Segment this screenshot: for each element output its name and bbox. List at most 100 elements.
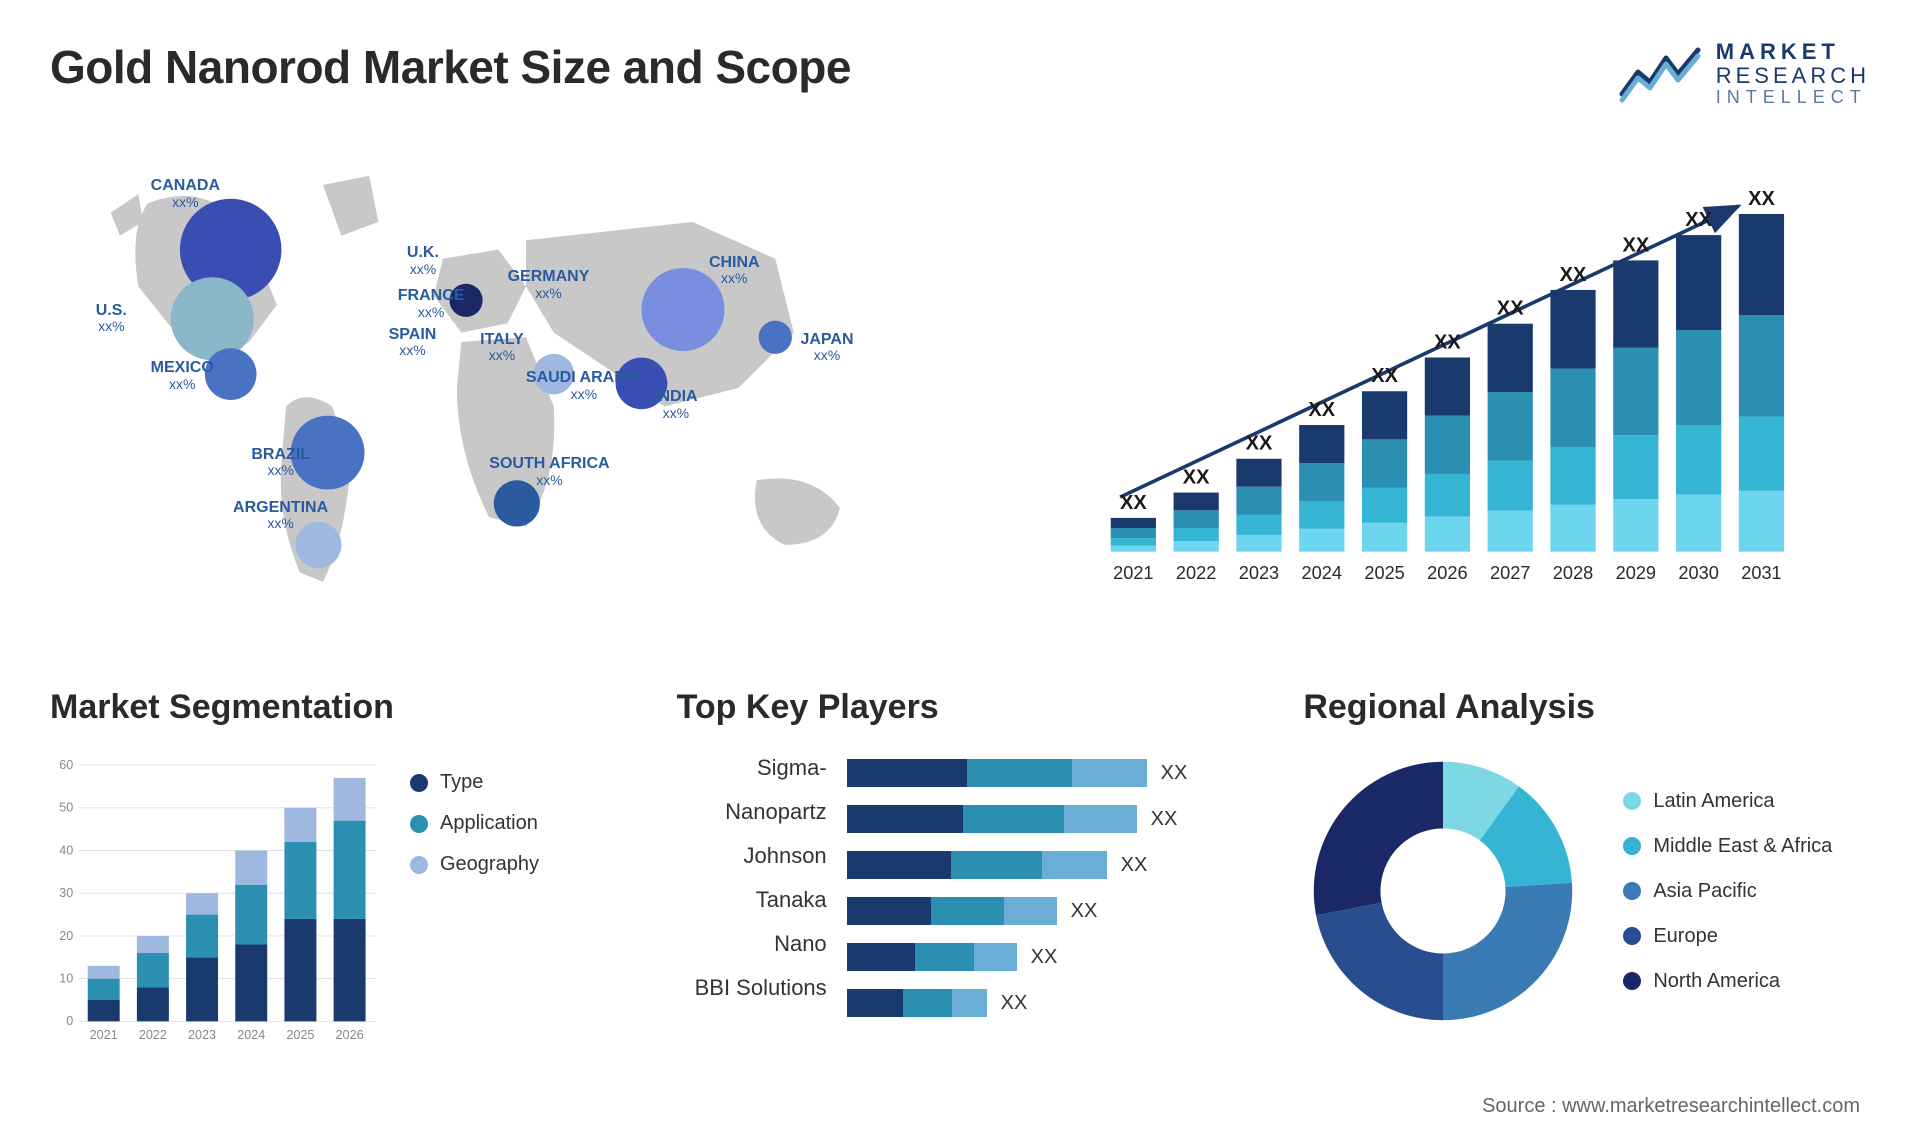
growth-bar-label: XX	[1685, 209, 1712, 231]
growth-bar-seg	[1551, 447, 1596, 505]
player-bar-row: XX	[847, 759, 1244, 787]
seg-ytick: 20	[59, 929, 73, 943]
map-label-brazil: BRAZILxx%	[251, 446, 310, 479]
segmentation-chart: 0102030405060202120222023202420252026	[50, 751, 380, 1051]
map-label-spain: SPAINxx%	[389, 326, 437, 359]
growth-bar-label: XX	[1371, 365, 1398, 387]
growth-bar-seg	[1425, 416, 1470, 474]
player-bar-row: XX	[847, 989, 1244, 1017]
growth-bar-seg	[1739, 491, 1784, 552]
map-region-usa	[171, 277, 254, 360]
logo-icon	[1618, 44, 1704, 104]
player-bar	[847, 943, 1017, 971]
player-bar-seg	[847, 989, 903, 1017]
growth-bar-seg	[1488, 511, 1533, 552]
growth-year-label: 2030	[1679, 563, 1719, 583]
growth-bar-seg	[1174, 541, 1219, 552]
logo-line2: RESEARCH	[1716, 64, 1870, 88]
legend-swatch	[1623, 882, 1641, 900]
seg-bar-seg	[88, 966, 120, 979]
growth-year-label: 2023	[1239, 563, 1279, 583]
growth-bar-seg	[1739, 417, 1784, 491]
growth-year-label: 2029	[1616, 563, 1656, 583]
seg-bar-seg	[284, 919, 316, 1021]
growth-bar-seg	[1299, 501, 1344, 529]
logo-line1: MARKET	[1716, 40, 1870, 64]
segmentation-title: Market Segmentation	[50, 688, 617, 727]
growth-bar-seg	[1299, 529, 1344, 552]
players-chart: XX XX XX XX XX XX	[847, 751, 1244, 1017]
regional-legend-item: Europe	[1623, 925, 1832, 948]
growth-bar-seg	[1299, 425, 1344, 463]
growth-bar-label: XX	[1434, 332, 1461, 354]
growth-bar-seg	[1425, 517, 1470, 552]
growth-bar-seg	[1174, 528, 1219, 541]
seg-year-label: 2023	[188, 1028, 216, 1042]
seg-ytick: 40	[59, 844, 73, 858]
growth-year-label: 2027	[1490, 563, 1530, 583]
map-label-india: INDIAxx%	[654, 388, 698, 421]
players-title: Top Key Players	[677, 688, 1244, 727]
segmentation-panel: Market Segmentation 01020304050602021202…	[50, 688, 617, 1051]
map-label-france: FRANCExx%	[398, 287, 465, 320]
legend-label: Type	[440, 771, 483, 794]
player-value: XX	[1071, 900, 1098, 923]
legend-swatch	[410, 815, 428, 833]
map-label-japan: JAPANxx%	[800, 331, 853, 364]
growth-bar-label: XX	[1183, 467, 1210, 489]
player-bar-row: XX	[847, 851, 1244, 879]
map-label-argentina: ARGENTINAxx%	[233, 499, 328, 532]
player-bar-seg	[967, 759, 1072, 787]
growth-bar-seg	[1299, 463, 1344, 501]
players-names: Sigma-NanopartzJohnsonTanakaNanoBBI Solu…	[677, 751, 827, 1017]
page-title: Gold Nanorod Market Size and Scope	[50, 40, 851, 94]
regional-legend-item: Asia Pacific	[1623, 880, 1832, 903]
player-value: XX	[1031, 946, 1058, 969]
player-bar-seg	[951, 851, 1042, 879]
regional-legend-item: Middle East & Africa	[1623, 835, 1832, 858]
player-bar-seg	[1072, 759, 1147, 787]
growth-bar-seg	[1174, 493, 1219, 511]
player-bar-seg	[963, 805, 1065, 833]
map-label-south-africa: SOUTH AFRICAxx%	[489, 455, 609, 488]
player-bar-row: XX	[847, 943, 1244, 971]
seg-bar-seg	[88, 979, 120, 1000]
player-bar-seg	[1042, 851, 1107, 879]
legend-swatch	[1623, 792, 1641, 810]
growth-bar-seg	[1362, 440, 1407, 488]
player-bar-row: XX	[847, 805, 1244, 833]
regional-panel: Regional Analysis Latin AmericaMiddle Ea…	[1303, 688, 1870, 1031]
seg-bar-seg	[235, 945, 267, 1022]
growth-bar-seg	[1676, 495, 1721, 552]
legend-swatch	[1623, 837, 1641, 855]
seg-ytick: 10	[59, 972, 73, 986]
growth-year-label: 2025	[1365, 563, 1405, 583]
legend-label: Latin America	[1653, 790, 1774, 813]
player-bar-seg	[931, 897, 1005, 925]
seg-year-label: 2022	[139, 1028, 167, 1042]
player-bar-seg	[847, 851, 951, 879]
growth-bar-seg	[1613, 261, 1658, 348]
growth-year-label: 2026	[1427, 563, 1467, 583]
player-name: Johnson	[677, 843, 827, 869]
legend-label: Geography	[440, 853, 539, 876]
players-panel: Top Key Players Sigma-NanopartzJohnsonTa…	[677, 688, 1244, 1017]
player-bar-seg	[974, 943, 1017, 971]
map-label-u-s-: U.S.xx%	[96, 302, 127, 335]
growth-bar-seg	[1613, 348, 1658, 435]
brand-logo: MARKET RESEARCH INTELLECT	[1618, 40, 1870, 108]
player-bar	[847, 989, 987, 1017]
growth-bar-seg	[1237, 459, 1282, 487]
player-name: BBI Solutions	[677, 975, 827, 1001]
player-value: XX	[1151, 808, 1178, 831]
seg-bar-seg	[284, 808, 316, 842]
player-bar-seg	[847, 943, 915, 971]
growth-bar-seg	[1613, 435, 1658, 499]
seg-bar-seg	[235, 885, 267, 945]
player-bar-seg	[915, 943, 975, 971]
seg-bar-seg	[137, 936, 169, 953]
seg-year-label: 2024	[237, 1028, 265, 1042]
regional-legend: Latin America Middle East & Africa Asia Pa…	[1623, 790, 1832, 993]
player-bar-seg	[1064, 805, 1137, 833]
regional-donut	[1303, 751, 1583, 1031]
